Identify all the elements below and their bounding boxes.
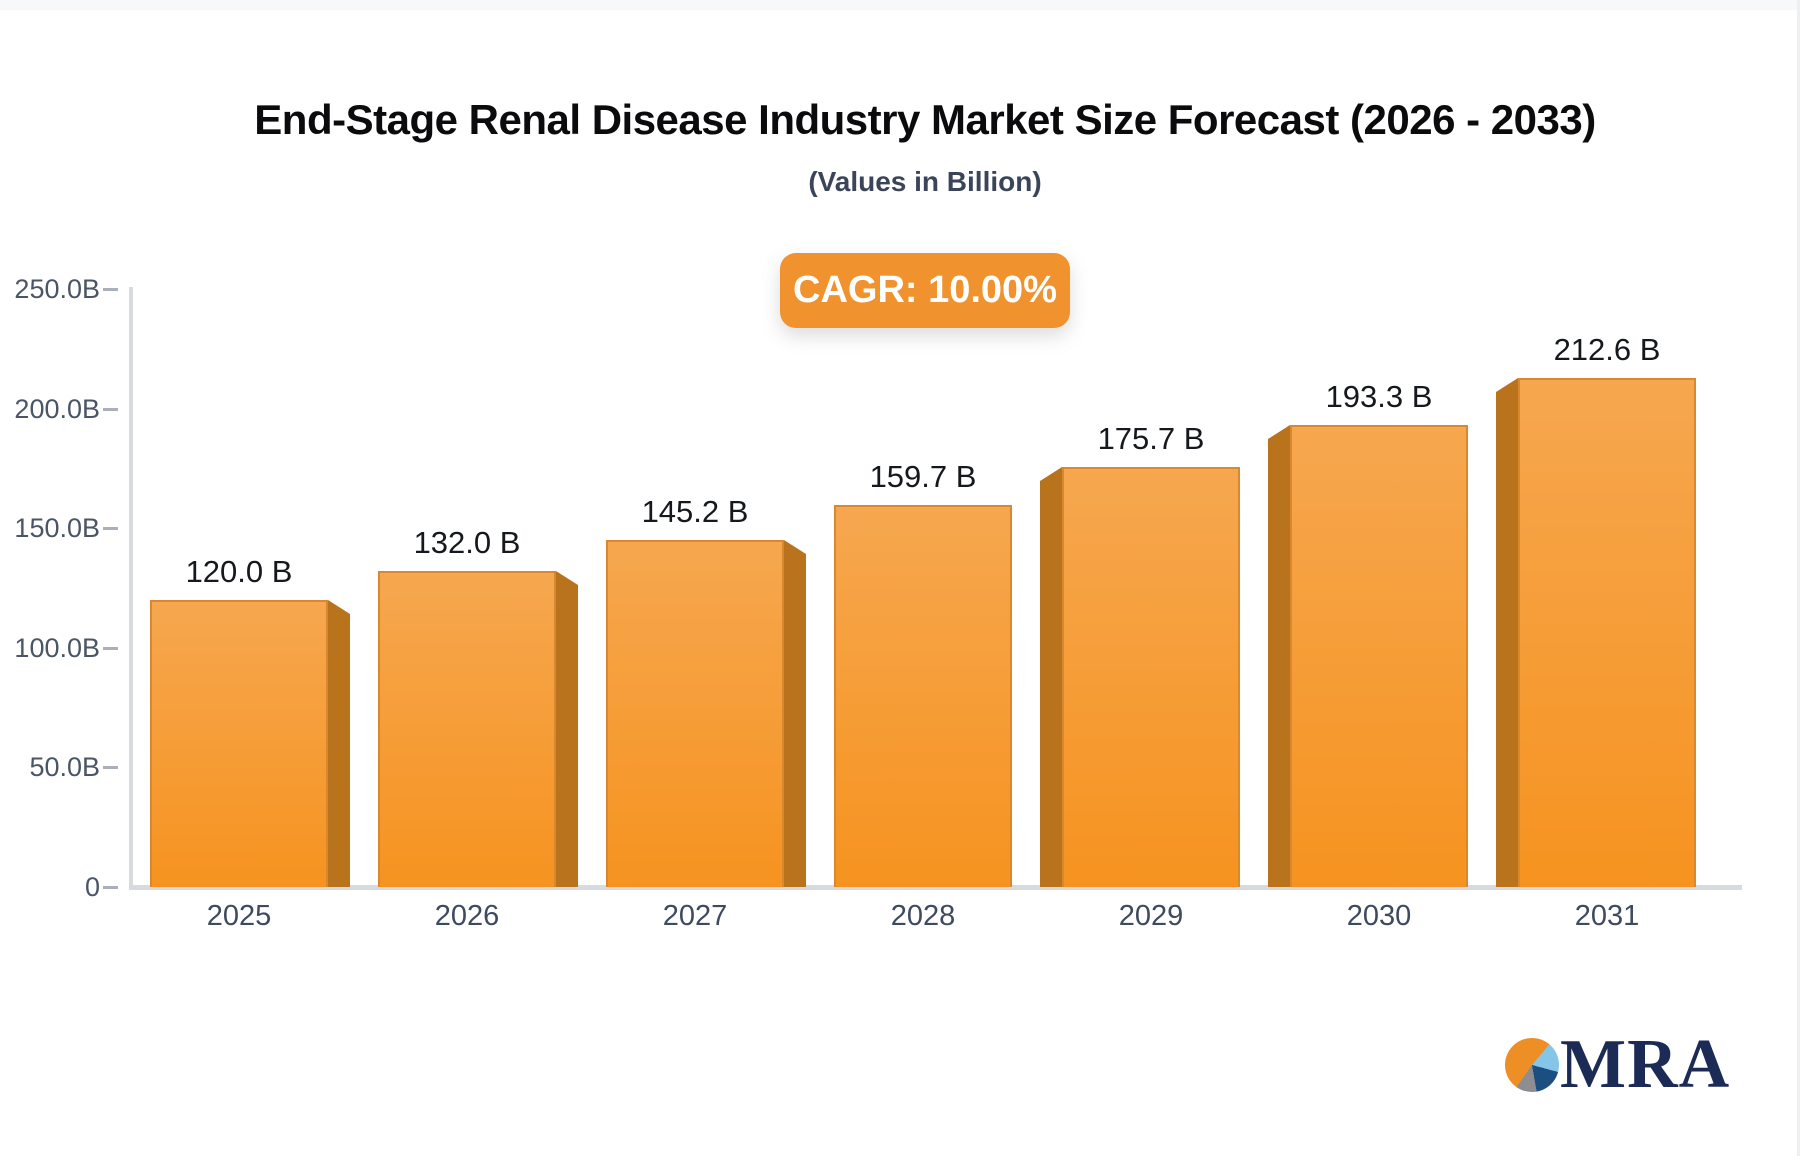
bar-2027 xyxy=(606,540,784,887)
bar-2026 xyxy=(378,571,556,887)
y-tick-label: 250.0B xyxy=(14,273,100,304)
bar-2030 xyxy=(1290,425,1468,887)
bar-side-face-2025 xyxy=(328,600,350,887)
x-axis-line xyxy=(129,885,1742,890)
y-tick-label: 100.0B xyxy=(14,632,100,663)
bar-side-face-2031 xyxy=(1496,378,1518,887)
mra-logo: MRA xyxy=(1505,1026,1731,1103)
bar-side-face-2027 xyxy=(784,540,806,887)
bar-2025 xyxy=(150,600,328,887)
y-tick-mark xyxy=(103,646,118,650)
bar-2028 xyxy=(834,505,1012,887)
bar-value-label: 212.6 B xyxy=(1553,332,1661,367)
y-tick-mark xyxy=(103,886,118,889)
cagr-badge-label: CAGR: 10.00% xyxy=(793,269,1057,311)
bar-value-label: 193.3 B xyxy=(1325,379,1433,414)
cagr-badge: CAGR: 10.00% xyxy=(780,253,1070,328)
bar-value-label: 175.7 B xyxy=(1097,421,1205,456)
pie-chart-logo-icon xyxy=(1505,1038,1559,1092)
x-tick-label: 2026 xyxy=(434,900,500,932)
y-tick-label: 150.0B xyxy=(14,513,100,544)
bar-2031 xyxy=(1518,378,1696,887)
bar-side-face-2030 xyxy=(1268,425,1290,887)
bar-side-face-2026 xyxy=(556,571,578,887)
bar-value-label: 120.0 B xyxy=(185,554,293,589)
y-tick-mark xyxy=(103,766,118,770)
x-tick-label: 2031 xyxy=(1574,900,1640,932)
bar-value-label: 132.0 B xyxy=(413,525,521,560)
x-tick-label: 2028 xyxy=(890,900,956,932)
x-tick-label: 2025 xyxy=(206,900,272,932)
x-tick-label: 2029 xyxy=(1118,900,1184,932)
page-background-strip xyxy=(0,0,1800,10)
x-tick-label: 2030 xyxy=(1346,900,1412,932)
y-tick-mark xyxy=(103,407,118,411)
bar-2029 xyxy=(1062,467,1240,887)
chart-subtitle: (Values in Billion) xyxy=(808,166,1042,197)
bar-value-label: 145.2 B xyxy=(641,494,749,529)
y-axis-line xyxy=(129,287,133,888)
bar-side-face-2029 xyxy=(1040,467,1062,887)
mra-logo-text: MRA xyxy=(1560,1026,1731,1103)
y-tick-mark xyxy=(103,527,118,531)
bar-value-label: 159.7 B xyxy=(869,459,977,494)
y-tick-label: 0 xyxy=(84,872,100,902)
y-tick-mark xyxy=(103,287,118,291)
y-tick-label: 50.0B xyxy=(29,752,100,783)
y-tick-label: 200.0B xyxy=(14,393,100,424)
card-right-edge xyxy=(1797,0,1800,1156)
x-tick-label: 2027 xyxy=(662,900,728,932)
chart-title: End-Stage Renal Disease Industry Market … xyxy=(254,96,1596,143)
